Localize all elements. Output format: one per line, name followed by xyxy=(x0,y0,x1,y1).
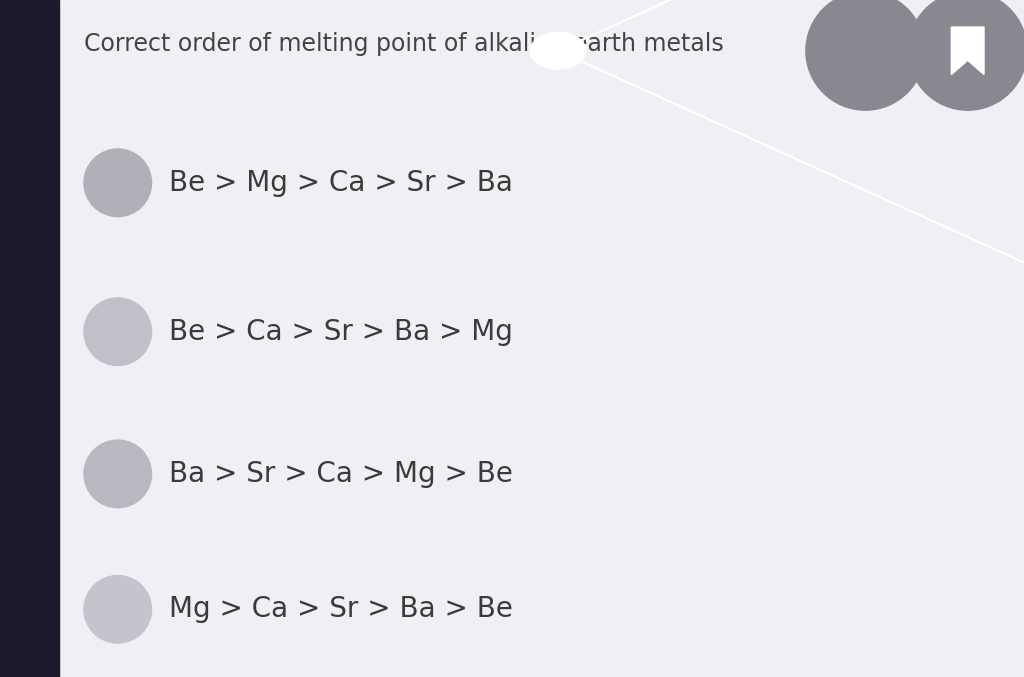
Ellipse shape xyxy=(84,440,152,508)
Text: Correct order of melting point of alkaline earth metals: Correct order of melting point of alkali… xyxy=(84,32,724,56)
Circle shape xyxy=(530,32,586,69)
Text: Ba > Sr > Ca > Mg > Be: Ba > Sr > Ca > Mg > Be xyxy=(169,460,513,488)
Text: Be > Ca > Sr > Ba > Mg: Be > Ca > Sr > Ba > Mg xyxy=(169,318,513,346)
Bar xyxy=(0,0,59,677)
Ellipse shape xyxy=(806,0,925,110)
Ellipse shape xyxy=(908,0,1024,110)
Ellipse shape xyxy=(84,575,152,643)
Polygon shape xyxy=(951,27,984,74)
Text: Be > Mg > Ca > Sr > Ba: Be > Mg > Ca > Sr > Ba xyxy=(169,169,513,197)
Text: Mg > Ca > Sr > Ba > Be: Mg > Ca > Sr > Ba > Be xyxy=(169,595,513,624)
Ellipse shape xyxy=(84,149,152,217)
Ellipse shape xyxy=(84,298,152,366)
